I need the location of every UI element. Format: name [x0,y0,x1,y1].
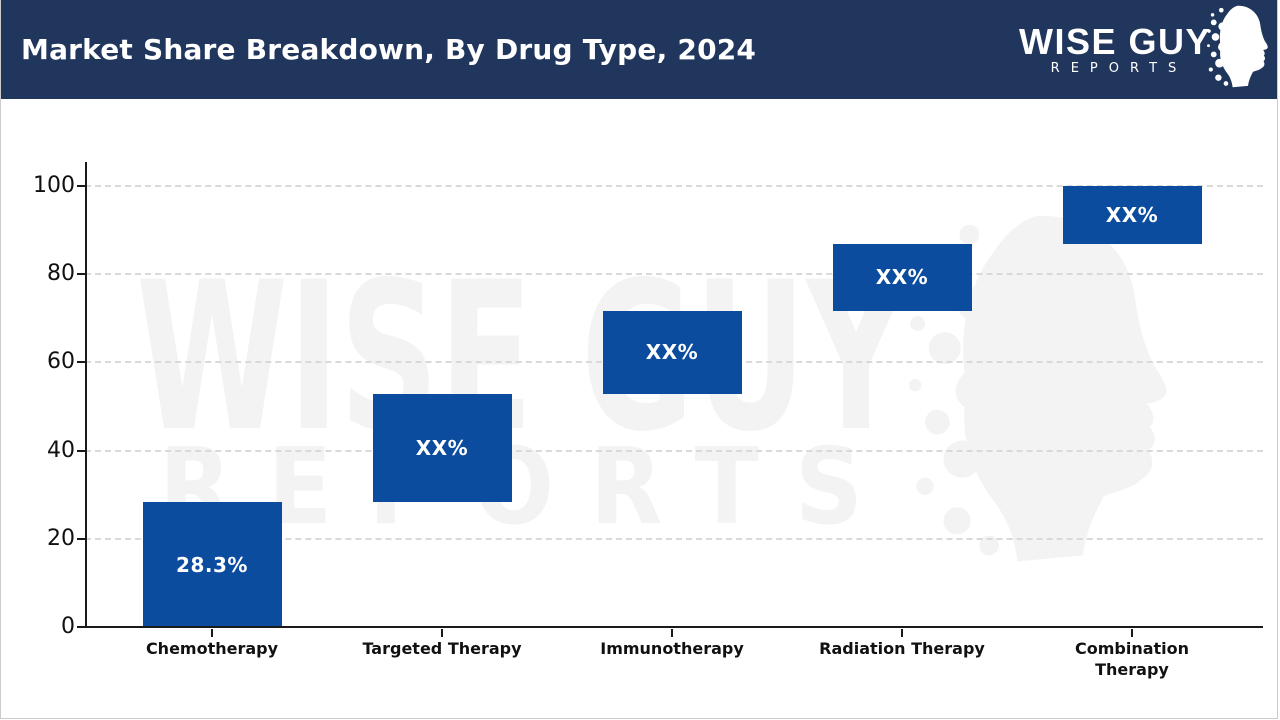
wiseguy-head-icon [1205,4,1269,96]
bar-radiation-therapy: XX% [832,244,972,311]
x-category-label: Radiation Therapy [819,639,985,658]
x-tick-mark-0 [211,629,213,637]
bar-value-label: XX% [875,265,929,290]
y-tick-label-80: 80 [47,261,75,287]
bar-value-label: 28.3% [176,552,248,577]
x-category-label: Immunotherapy [600,639,744,658]
x-category-label: Combination Therapy [1074,639,1190,679]
x-axis-line [85,626,1263,628]
gridline-20 [85,537,1263,540]
y-tick-label-100: 100 [33,173,75,198]
bar-immunotherapy: XX% [602,310,742,394]
bar-targeted-therapy: XX% [372,393,512,503]
plot-area: 0 20 40 60 80 100 28.3% Chemotherapy XX% Targeted… [1,99,1277,718]
chart-title: Market Share Breakdown, By Drug Type, 20… [21,33,757,66]
wiseguy-logo: WISE GUY REPORTS [1019,4,1269,96]
y-tick-mark-60 [77,361,85,364]
y-tick-mark-100 [77,185,85,187]
gridline-80 [85,273,1263,276]
bar-chemotherapy: 28.3% [142,502,282,627]
bar-value-label: XX% [415,435,469,460]
y-tick-label-20: 20 [47,525,75,551]
bar-value-label: XX% [1105,203,1159,228]
x-category-label: Targeted Therapy [362,639,522,658]
wiseguy-logo-text: WISE GUY REPORTS [1019,23,1211,76]
x-tick-mark-3 [901,629,903,637]
bar-value-label: XX% [645,340,699,365]
y-tick-mark-40 [77,449,85,452]
y-tick-mark-80 [77,273,85,276]
gridline-100 [85,185,1263,187]
y-axis-line [85,162,87,628]
bar-combination-therapy: XX% [1062,186,1202,245]
wiseguy-logo-subtitle: REPORTS [1050,60,1188,76]
wiseguy-logo-wordmark: WISE GUY [1018,21,1211,63]
gridline-40 [85,449,1263,452]
y-tick-label-40: 40 [47,437,75,463]
y-tick-label-0: 0 [61,614,75,639]
x-tick-mark-4 [1131,629,1133,637]
x-tick-mark-1 [441,629,443,637]
y-tick-mark-0 [77,626,85,628]
x-tick-mark-2 [671,629,673,637]
header-bar: Market Share Breakdown, By Drug Type, 20… [1,0,1277,99]
y-tick-label-60: 60 [47,349,75,375]
x-category-label: Chemotherapy [145,639,279,658]
y-tick-mark-20 [77,537,85,540]
